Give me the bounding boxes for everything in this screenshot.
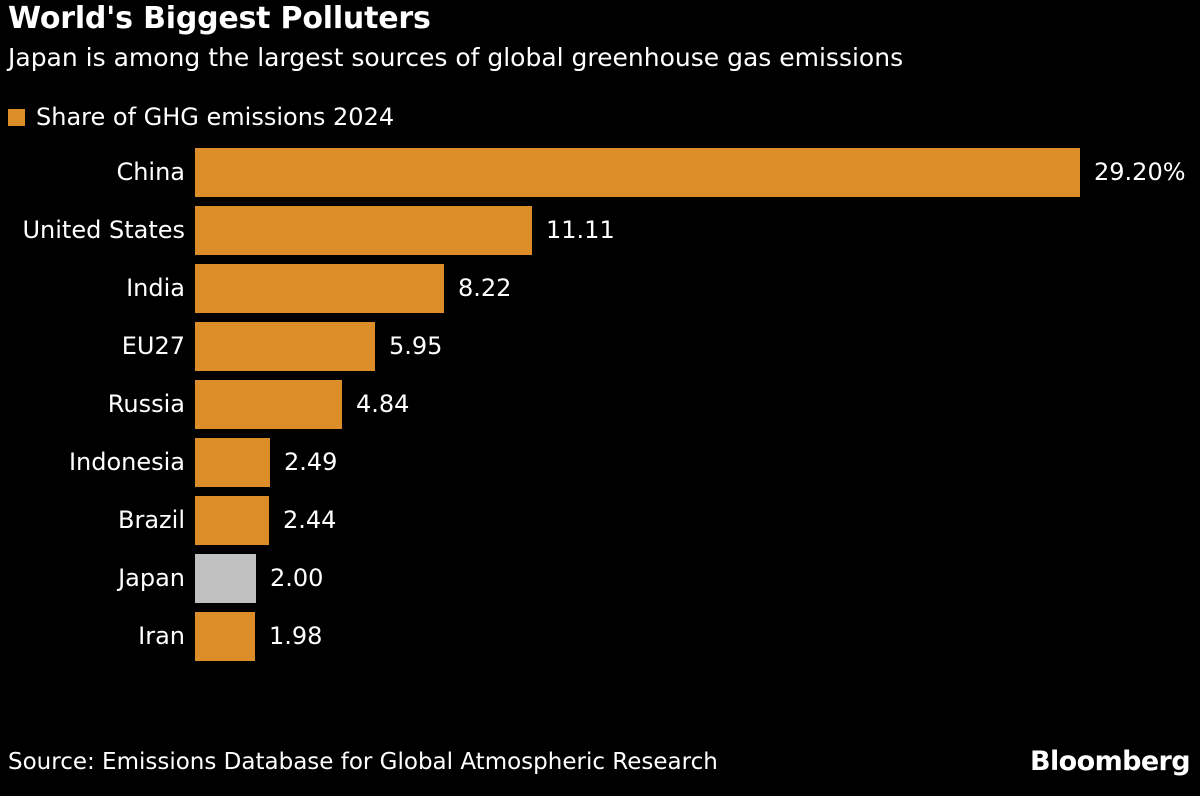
- chart-title: World's Biggest Polluters: [8, 1, 431, 36]
- bar-row: Japan 2.00: [0, 554, 1200, 603]
- source-note: Source: Emissions Database for Global At…: [8, 749, 718, 775]
- bar-row: Russia 4.84: [0, 380, 1200, 429]
- chart-subtitle: Japan is among the largest sources of gl…: [8, 43, 904, 72]
- bar-row: Indonesia 2.49: [0, 438, 1200, 487]
- legend-item-label: Share of GHG emissions 2024: [36, 103, 395, 131]
- bar-row: Brazil 2.44: [0, 496, 1200, 545]
- bar: [195, 148, 1080, 197]
- bar-value-label: 8.22: [458, 274, 512, 302]
- bar-category-label: Iran: [138, 622, 185, 650]
- bar-value-label: 2.44: [283, 506, 337, 534]
- bar: [195, 264, 444, 313]
- bar: [195, 612, 255, 661]
- plot-area: China 29.20% United States 11.11 India 8.22 EU…: [0, 140, 1200, 720]
- chart-legend: Share of GHG emissions 2024: [8, 103, 394, 131]
- bar-category-label: Russia: [107, 390, 185, 418]
- bar: [195, 496, 269, 545]
- bar-category-label: India: [126, 274, 185, 302]
- bar-category-label: China: [116, 158, 185, 186]
- bar-row: EU27 5.95: [0, 322, 1200, 371]
- bar-category-label: Brazil: [118, 506, 185, 534]
- bar-category-label: EU27: [121, 332, 185, 360]
- bar-category-label: Japan: [118, 564, 185, 592]
- bar-value-label: 5.95: [389, 332, 443, 360]
- bar-row: India 8.22: [0, 264, 1200, 313]
- legend-item-ghg-share: Share of GHG emissions 2024: [8, 104, 394, 130]
- bloomberg-logo: Bloomberg: [1030, 746, 1191, 777]
- bar-value-label: 2.49: [284, 448, 338, 476]
- bar-value-label: 2.00: [270, 564, 324, 592]
- square-swatch-icon: [8, 108, 25, 126]
- bar-row: China 29.20%: [0, 148, 1200, 197]
- bar-row: United States 11.11: [0, 206, 1200, 255]
- bar-value-label: 11.11: [546, 216, 615, 244]
- bar-value-label: 1.98: [269, 622, 323, 650]
- bar: [195, 380, 342, 429]
- bar-row: Iran 1.98: [0, 612, 1200, 661]
- chart-footer: Source: Emissions Database for Global At…: [0, 736, 1200, 796]
- bar-category-label: United States: [22, 216, 185, 244]
- bar: [195, 554, 256, 603]
- bar: [195, 206, 532, 255]
- bar: [195, 322, 375, 371]
- bar-value-label: 29.20%: [1094, 158, 1186, 186]
- bar-category-label: Indonesia: [68, 448, 185, 476]
- bar-value-label: 4.84: [356, 390, 410, 418]
- bar: [195, 438, 270, 487]
